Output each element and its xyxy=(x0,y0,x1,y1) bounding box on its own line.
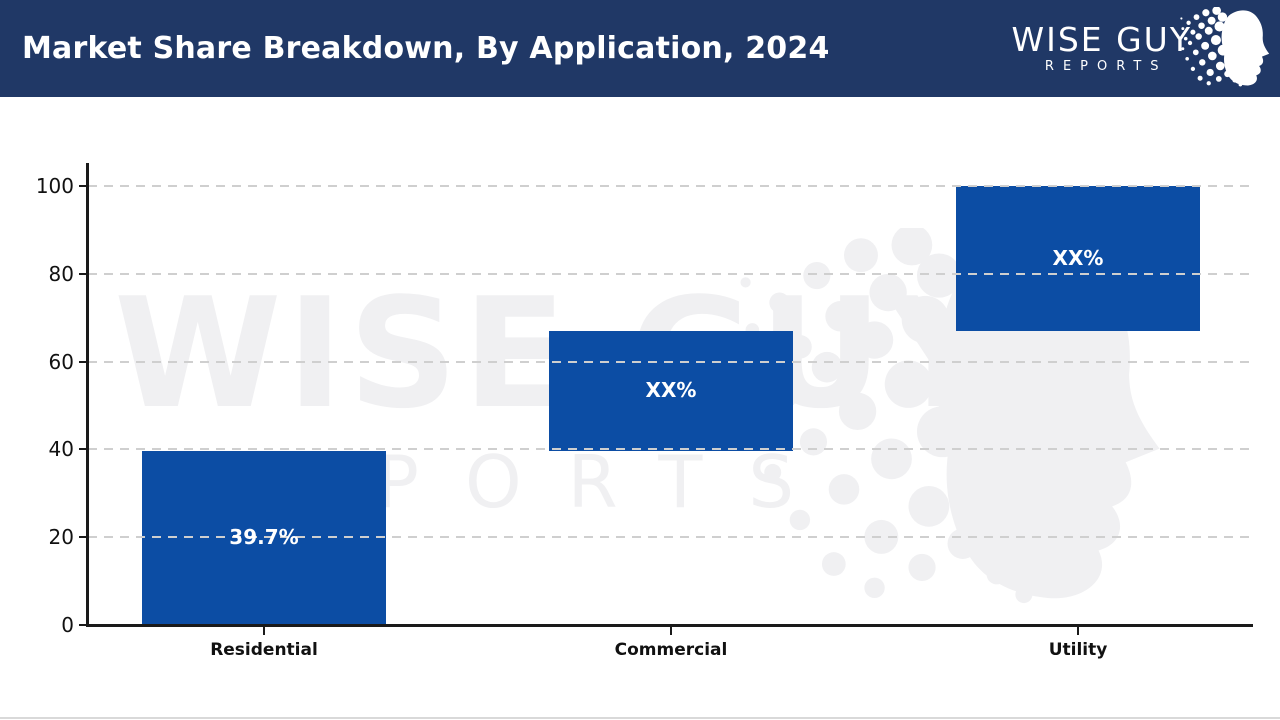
y-tick-mark-0 xyxy=(79,624,87,626)
gridline-40 xyxy=(88,448,1253,451)
x-tick-mark-residential xyxy=(263,627,265,635)
gridline-60 xyxy=(88,360,1253,363)
x-tick-mark-utility xyxy=(1077,627,1079,635)
y-tick-mark-20 xyxy=(79,536,87,539)
gridline-80 xyxy=(88,272,1253,275)
logo-subtext: REPORTS xyxy=(1044,59,1168,75)
page-title: Market Share Breakdown, By Application, … xyxy=(22,31,830,66)
bottom-border-line xyxy=(0,717,1280,719)
y-tick-label-20: 20 xyxy=(48,525,74,550)
category-label-utility: Utility xyxy=(1048,640,1108,660)
logo-text: WISE GUY REPORTS xyxy=(1011,19,1192,75)
x-tick-mark-commercial xyxy=(670,627,672,635)
bar-value-label-utility: XX% xyxy=(1052,245,1104,270)
y-tick-mark-100 xyxy=(79,185,87,187)
bar-value-label-commercial: XX% xyxy=(645,378,697,402)
y-tick-label-0: 0 xyxy=(61,613,74,637)
logo-wordmark: WISE GUY xyxy=(1011,19,1192,59)
y-axis-line xyxy=(86,163,89,626)
x-axis-line xyxy=(86,624,1253,627)
gridline-20 xyxy=(88,536,1253,539)
gridline-100 xyxy=(88,185,1253,187)
y-tick-label-100: 100 xyxy=(35,174,74,198)
y-tick-mark-40 xyxy=(79,448,87,451)
bar-value-label-residential: 39.7% xyxy=(229,524,299,549)
wise-guy-reports-logo: WISE GUY REPORTS xyxy=(1011,9,1274,89)
y-tick-label-40: 40 xyxy=(48,437,74,462)
y-tick-label-80: 80 xyxy=(48,261,74,286)
y-tick-label-60: 60 xyxy=(48,349,74,374)
category-label-commercial: Commercial xyxy=(614,640,728,660)
header-band: Market Share Breakdown, By Application, … xyxy=(0,0,1280,97)
y-tick-mark-60 xyxy=(79,360,87,363)
y-tick-mark-80 xyxy=(79,272,87,275)
category-label-residential: Residential xyxy=(210,640,318,660)
